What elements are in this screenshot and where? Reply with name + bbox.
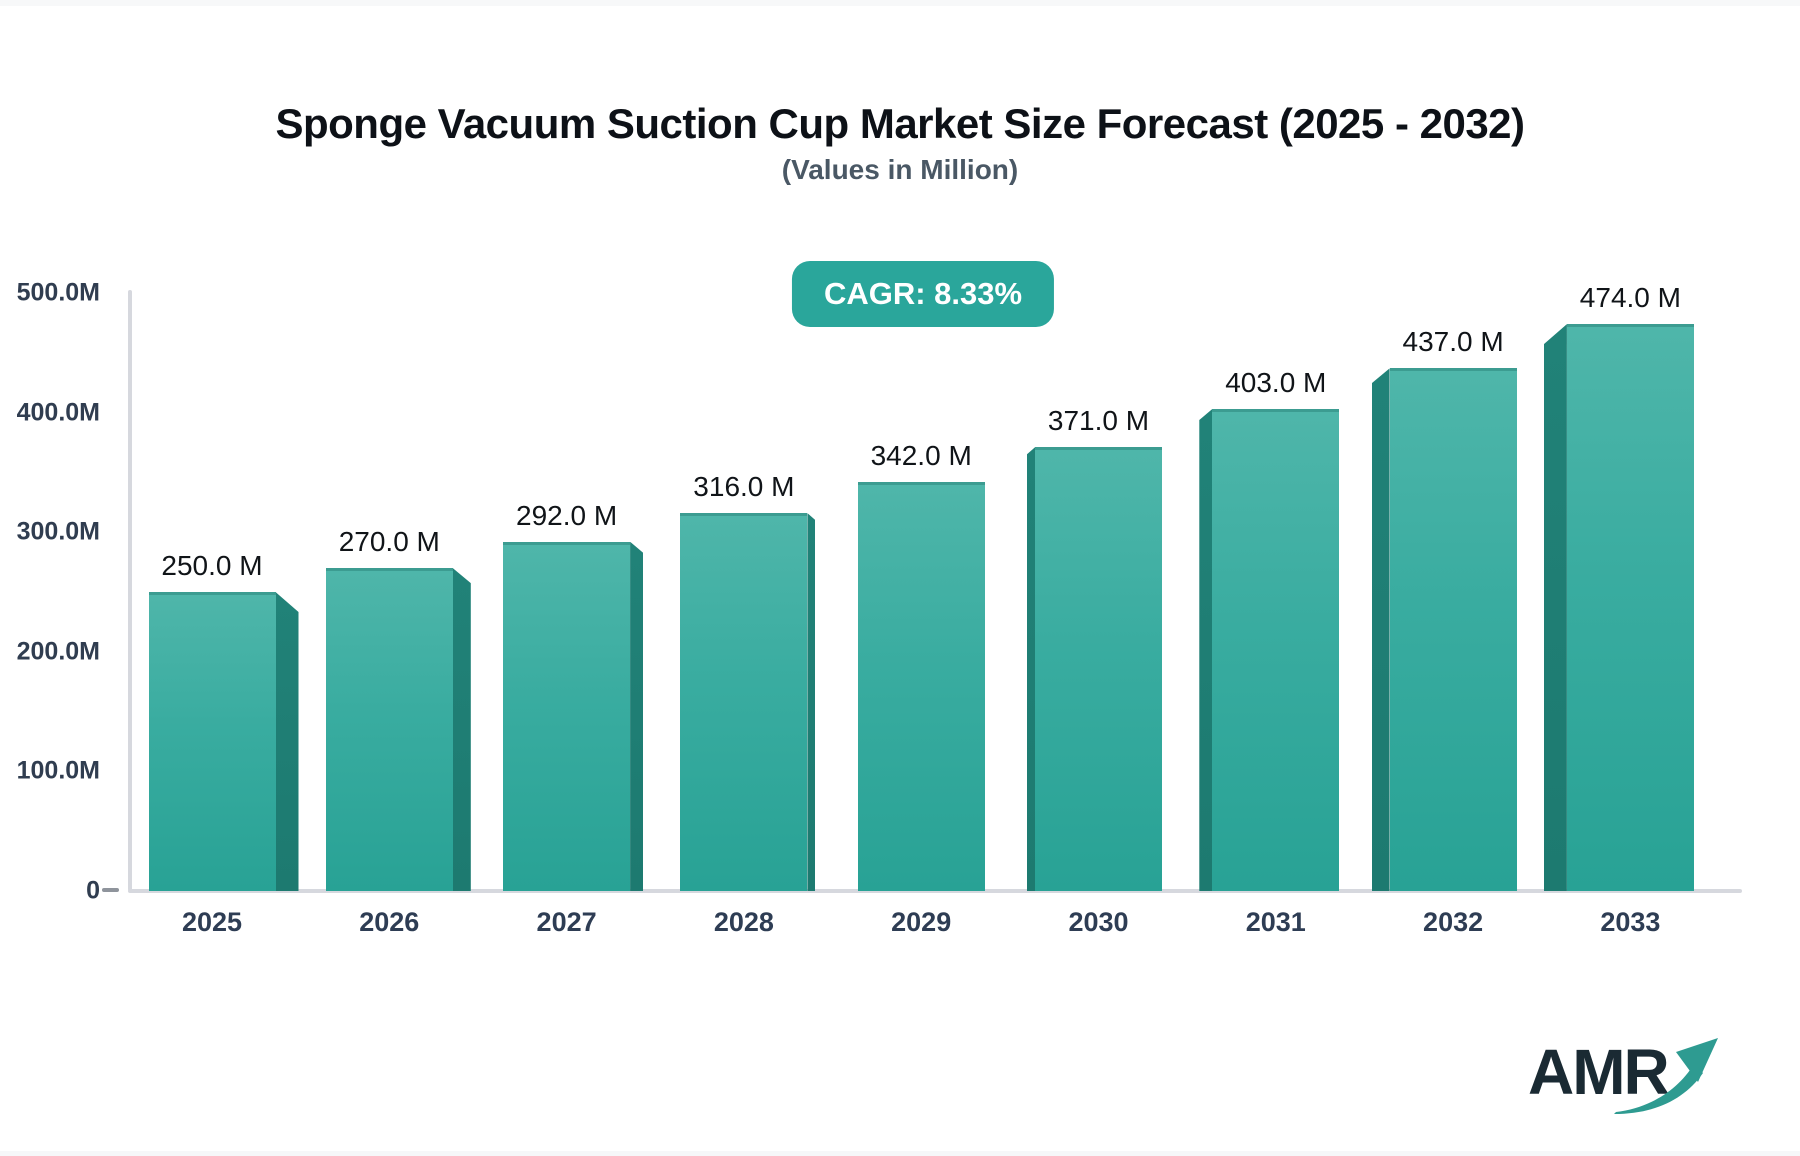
y-tick-label: 0 bbox=[86, 876, 100, 905]
x-axis-label-2028: 2028 bbox=[713, 907, 774, 937]
bar-2029[interactable] bbox=[857, 481, 985, 891]
zero-tick-mark bbox=[102, 888, 119, 892]
bar-value-label-2030: 371.0 M bbox=[1047, 405, 1150, 437]
x-axis-label-2030: 2030 bbox=[1068, 907, 1129, 937]
bar-2025[interactable] bbox=[148, 592, 276, 891]
x-axis-label-2032: 2032 bbox=[1423, 907, 1484, 937]
bar-3d-side-2028 bbox=[807, 513, 816, 891]
bar-3d-side-2025 bbox=[275, 592, 299, 891]
bar-3d-side-2027 bbox=[630, 541, 644, 891]
x-axis-label-2029: 2029 bbox=[891, 907, 952, 937]
bar-value-label-2029: 342.0 M bbox=[870, 439, 972, 471]
bar-3d-side-2026 bbox=[452, 568, 471, 891]
bar-value-label-2027: 292.0 M bbox=[516, 499, 618, 531]
bar-2027[interactable] bbox=[503, 541, 631, 891]
y-axis-line bbox=[128, 290, 132, 891]
amr-logo: AMR bbox=[1528, 1036, 1718, 1114]
x-axis-line bbox=[128, 889, 1742, 893]
chart-title: Sponge Vacuum Suction Cup Market Size Fo… bbox=[275, 100, 1525, 147]
bar-3d-side-2030 bbox=[1027, 447, 1035, 891]
x-axis-label-2026: 2026 bbox=[359, 907, 420, 937]
x-axis-label-2033: 2033 bbox=[1600, 907, 1661, 937]
bar-3d-side-2031 bbox=[1199, 409, 1213, 891]
y-tick-label: 300.0M bbox=[16, 517, 100, 546]
bar-3d-side-2032 bbox=[1371, 368, 1390, 891]
bar-value-label-2028: 316.0 M bbox=[693, 471, 795, 503]
bar-2026[interactable] bbox=[325, 568, 453, 891]
bar-2030[interactable] bbox=[1035, 447, 1162, 891]
bar-3d-side-2033 bbox=[1543, 324, 1567, 891]
chart-subtitle: (Values in Million) bbox=[781, 154, 1019, 185]
bar-value-label-2026: 270.0 M bbox=[338, 526, 440, 558]
y-tick-label: 400.0M bbox=[16, 398, 100, 427]
bar-value-label-2031: 403.0 M bbox=[1225, 367, 1327, 398]
amr-logo-arrow-icon bbox=[1614, 1038, 1718, 1114]
x-axis-label-2025: 2025 bbox=[181, 907, 243, 937]
x-axis-label-2027: 2027 bbox=[536, 907, 597, 937]
cagr-badge: CAGR: 8.33% bbox=[791, 261, 1055, 327]
y-tick-label: 500.0M bbox=[16, 278, 100, 307]
bar-2033[interactable] bbox=[1566, 324, 1694, 891]
bar-value-label-2032: 437.0 M bbox=[1402, 326, 1504, 358]
y-tick-label: 100.0M bbox=[16, 756, 100, 785]
amr-logo-text: AMR bbox=[1528, 1036, 1669, 1108]
bar-value-label-2033: 474.0 M bbox=[1579, 282, 1681, 314]
x-axis-label-2031: 2031 bbox=[1245, 907, 1306, 937]
bar-value-label-2025: 250.0 M bbox=[161, 550, 263, 581]
bar-2032[interactable] bbox=[1389, 368, 1517, 891]
y-tick-label: 200.0M bbox=[16, 637, 100, 666]
bar-2031[interactable] bbox=[1212, 409, 1340, 891]
bar-2028[interactable] bbox=[680, 513, 808, 891]
